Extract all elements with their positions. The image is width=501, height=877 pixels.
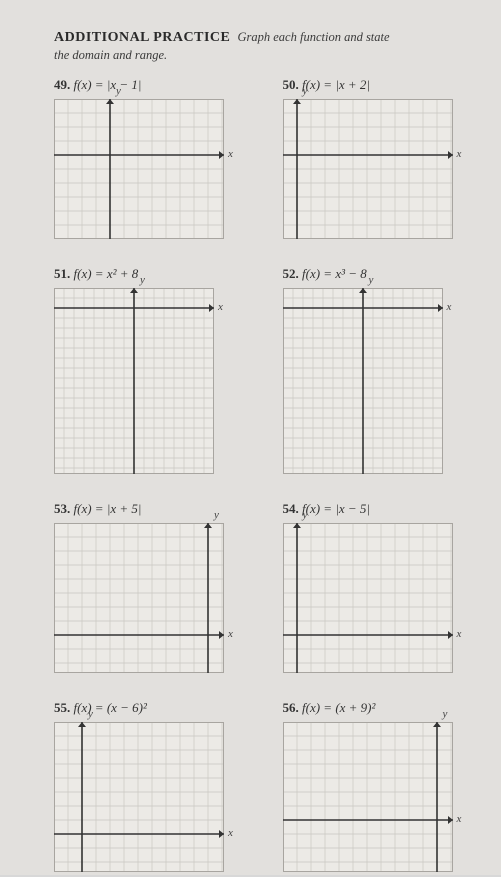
problem: 52. f(x) = x³ − 8yx [283, 266, 472, 479]
problem-label: 55. f(x) = (x − 6)² [54, 700, 243, 716]
problem-function: f(x) = |x + 2| [302, 77, 370, 92]
problem-function: f(x) = (x + 9)² [302, 700, 375, 715]
y-axis-label: y [116, 85, 121, 97]
problem-function: f(x) = (x − 6)² [74, 700, 147, 715]
y-axis-label: y [303, 85, 308, 97]
coordinate-grid: yx [283, 99, 453, 239]
problem-function: f(x) = |x + 5| [74, 501, 142, 516]
problem-row: 55. f(x) = (x − 6)²yx56. f(x) = (x + 9)²… [54, 700, 471, 877]
problem-function: f(x) = |x − 1| [74, 77, 142, 92]
y-axis-label: y [443, 708, 448, 720]
problem-row: 49. f(x) = |x − 1|yx50. f(x) = |x + 2|yx [54, 77, 471, 244]
problem-number: 49. [54, 77, 74, 92]
problem-number: 52. [283, 266, 303, 281]
grid-svg [283, 722, 453, 872]
coordinate-grid: yx [54, 288, 214, 474]
grid-svg [54, 722, 224, 872]
problem-number: 56. [283, 700, 303, 715]
problem: 49. f(x) = |x − 1|yx [54, 77, 243, 244]
y-axis-label: y [369, 274, 374, 286]
grid-svg [54, 523, 224, 673]
x-axis-label: x [457, 628, 462, 640]
x-axis-label: x [218, 301, 223, 313]
problem-number: 50. [283, 77, 303, 92]
problem: 51. f(x) = x² + 8yx [54, 266, 243, 479]
coordinate-grid: yx [283, 288, 443, 474]
y-axis-label: y [88, 708, 93, 720]
problem-function: f(x) = |x − 5| [302, 501, 370, 516]
y-axis-label: y [140, 274, 145, 286]
problem: 53. f(x) = |x + 5|yx [54, 501, 243, 678]
x-axis-label: x [228, 148, 233, 160]
coordinate-grid: yx [54, 99, 224, 239]
problem-label: 54. f(x) = |x − 5| [283, 501, 472, 517]
problem-number: 53. [54, 501, 74, 516]
grid-svg [54, 288, 214, 474]
problem-number: 54. [283, 501, 303, 516]
coordinate-grid: yx [283, 722, 453, 872]
problem-label: 52. f(x) = x³ − 8 [283, 266, 472, 282]
x-axis-label: x [447, 301, 452, 313]
coordinate-grid: yx [54, 523, 224, 673]
problem-function: f(x) = x³ − 8 [302, 266, 367, 281]
problem-row: 51. f(x) = x² + 8yx52. f(x) = x³ − 8yx [54, 266, 471, 479]
x-axis-label: x [457, 148, 462, 160]
grid-svg [54, 99, 224, 239]
problem: 55. f(x) = (x − 6)²yx [54, 700, 243, 877]
x-axis-label: x [228, 628, 233, 640]
header-instruction-1: Graph each function and state [234, 30, 389, 44]
header: ADDITIONAL PRACTICE Graph each function … [54, 28, 471, 46]
grid-svg [283, 523, 453, 673]
grid-svg [283, 288, 443, 474]
coordinate-grid: yx [283, 523, 453, 673]
problem: 50. f(x) = |x + 2|yx [283, 77, 472, 244]
coordinate-grid: yx [54, 722, 224, 872]
x-axis-label: x [457, 813, 462, 825]
header-title: ADDITIONAL PRACTICE [54, 30, 230, 45]
problems-container: 49. f(x) = |x − 1|yx50. f(x) = |x + 2|yx… [54, 77, 471, 877]
problem-number: 51. [54, 266, 74, 281]
problem-row: 53. f(x) = |x + 5|yx54. f(x) = |x − 5|yx [54, 501, 471, 678]
grid-svg [283, 99, 453, 239]
x-axis-label: x [228, 827, 233, 839]
y-axis-label: y [303, 509, 308, 521]
worksheet-page: ADDITIONAL PRACTICE Graph each function … [0, 0, 501, 875]
problem: 56. f(x) = (x + 9)²yx [283, 700, 472, 877]
problem-function: f(x) = x² + 8 [74, 266, 139, 281]
header-instruction-2: the domain and range. [54, 48, 471, 63]
y-axis-label: y [214, 509, 219, 521]
problem-number: 55. [54, 700, 74, 715]
problem-label: 51. f(x) = x² + 8 [54, 266, 243, 282]
problem-label: 49. f(x) = |x − 1| [54, 77, 243, 93]
problem: 54. f(x) = |x − 5|yx [283, 501, 472, 678]
problem-label: 50. f(x) = |x + 2| [283, 77, 472, 93]
